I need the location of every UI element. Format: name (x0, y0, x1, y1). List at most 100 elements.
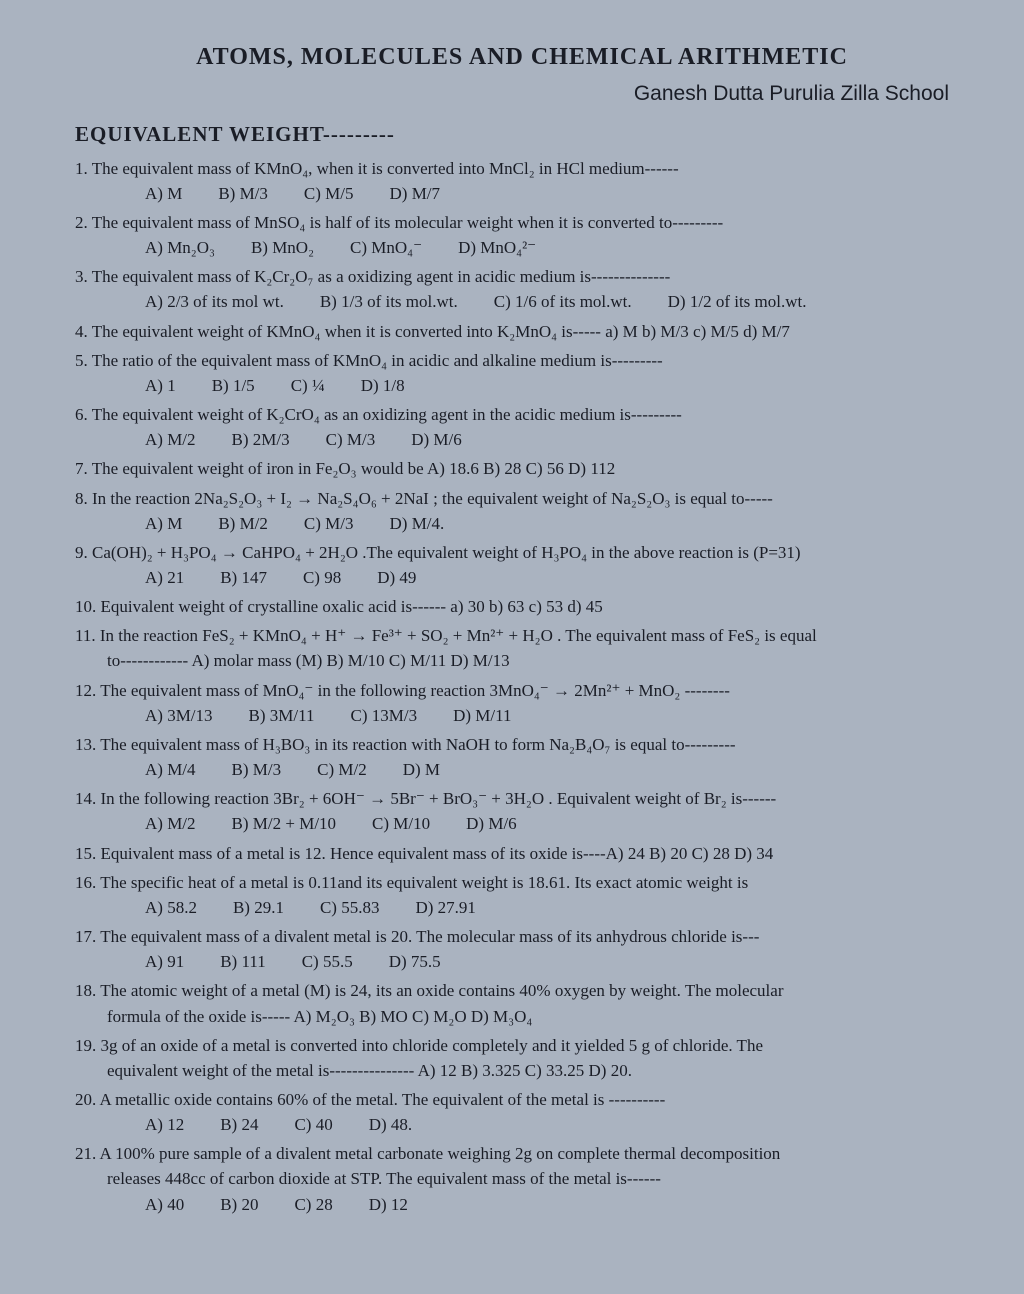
question-text: 18. The atomic weight of a metal (M) is … (75, 978, 969, 1003)
question: 19. 3g of an oxide of a metal is convert… (75, 1033, 969, 1083)
option: D) M/7 (390, 181, 441, 206)
question-text: 5. The ratio of the equivalent mass of K… (75, 348, 969, 373)
option: A) 2/3 of its mol wt. (145, 289, 284, 314)
question-text: 10. Equivalent weight of crystalline oxa… (75, 594, 969, 619)
page-title: ATOMS, MOLECULES AND CHEMICAL ARITHMETIC (75, 40, 969, 76)
option: C) M/2 (317, 757, 367, 782)
option: A) M/4 (145, 757, 196, 782)
option: A) 91 (145, 949, 184, 974)
option: A) 3M/13 (145, 703, 213, 728)
question-options: A) Mn₂O₃ B) MnO₂ C) MnO₄⁻ D) MnO₄²⁻ (75, 235, 969, 260)
option: A) M/2 (145, 811, 196, 836)
option: D) 1/8 (361, 373, 405, 398)
option: B) 1/5 (212, 373, 255, 398)
option: C) MnO₄⁻ (350, 235, 422, 260)
question-text: 16. The specific heat of a metal is 0.11… (75, 870, 969, 895)
question-options: A) M/2 B) 2M/3 C) M/3 D) M/6 (75, 427, 969, 452)
option: A) Mn₂O₃ (145, 235, 215, 260)
question: 2. The equivalent mass of MnSO₄ is half … (75, 210, 969, 260)
question-text: 12. The equivalent mass of MnO₄⁻ in the … (75, 678, 969, 703)
question-text: 20. A metallic oxide contains 60% of the… (75, 1087, 969, 1112)
option: D) 1/2 of its mol.wt. (668, 289, 807, 314)
question-text: 2. The equivalent mass of MnSO₄ is half … (75, 210, 969, 235)
question-options: A) 91B) 111C) 55.5D) 75.5 (75, 949, 969, 974)
option: B) 20 (220, 1192, 258, 1217)
option: C) 55.5 (302, 949, 353, 974)
section-heading: EQUIVALENT WEIGHT--------- (75, 119, 969, 150)
question: 15. Equivalent mass of a metal is 12. He… (75, 841, 969, 866)
option: B) 3M/11 (249, 703, 315, 728)
option: B) M/3 (232, 757, 282, 782)
option: B) 2M/3 (232, 427, 290, 452)
question-text: 3. The equivalent mass of K₂Cr₂O₇ as a o… (75, 264, 969, 289)
question-text: 6. The equivalent weight of K₂CrO₄ as an… (75, 402, 969, 427)
question-options: A) M/4 B) M/3 C) M/2 D) M (75, 757, 969, 782)
question-continuation: equivalent weight of the metal is-------… (75, 1058, 969, 1083)
option: B) M/2 (218, 511, 268, 536)
question-options: A) 3M/13 B) 3M/11 C) 13M/3 D) M/11 (75, 703, 969, 728)
question-text: 13. The equivalent mass of H₃BO₃ in its … (75, 732, 969, 757)
option: D) M/6 (466, 811, 517, 836)
question-options: A) 2/3 of its mol wt. B) 1/3 of its mol.w… (75, 289, 969, 314)
question-continuation: releases 448cc of carbon dioxide at STP.… (75, 1166, 969, 1191)
option: C) M/3 (326, 427, 376, 452)
question-text: 8. In the reaction 2Na₂S₂O₃ + I₂ → Na₂S₄… (75, 486, 969, 511)
option: D) 48. (369, 1112, 412, 1137)
option: C) ¼ (291, 373, 325, 398)
option: C) M/3 (304, 511, 354, 536)
option: A) 12 (145, 1112, 184, 1137)
option: D) 12 (369, 1192, 408, 1217)
question: 18. The atomic weight of a metal (M) is … (75, 978, 969, 1028)
question-text: 17. The equivalent mass of a divalent me… (75, 924, 969, 949)
question-text: 7. The equivalent weight of iron in Fe₂O… (75, 456, 969, 481)
option: B) 24 (220, 1112, 258, 1137)
question: 6. The equivalent weight of K₂CrO₄ as an… (75, 402, 969, 452)
question: 12. The equivalent mass of MnO₄⁻ in the … (75, 678, 969, 728)
option: D) MnO₄²⁻ (458, 235, 536, 260)
option: A) 58.2 (145, 895, 197, 920)
question-options: A) 12 B) 24 C) 40 D) 48. (75, 1112, 969, 1137)
option: D) 49 (377, 565, 416, 590)
question-text: 14. In the following reaction 3Br₂ + 6OH… (75, 786, 969, 811)
question: 13. The equivalent mass of H₃BO₃ in its … (75, 732, 969, 782)
option: C) M/10 (372, 811, 430, 836)
option: C) M/5 (304, 181, 354, 206)
question-text: 11. In the reaction FeS₂ + KMnO₄ + H⁺ → … (75, 623, 969, 648)
question-text: 4. The equivalent weight of KMnO₄ when i… (75, 319, 969, 344)
question: 21. A 100% pure sample of a divalent met… (75, 1141, 969, 1216)
question: 20. A metallic oxide contains 60% of the… (75, 1087, 969, 1137)
question: 1. The equivalent mass of KMnO₄, when it… (75, 156, 969, 206)
option: B) MnO₂ (251, 235, 314, 260)
question-continuation: to------------ A) molar mass (M) B) M/10… (75, 648, 969, 673)
option: C) 13M/3 (351, 703, 418, 728)
option: C) 98 (303, 565, 341, 590)
question: 16. The specific heat of a metal is 0.11… (75, 870, 969, 920)
option: B) 111 (220, 949, 266, 974)
question-options: A) 21B) 147C) 98D) 49 (75, 565, 969, 590)
question: 8. In the reaction 2Na₂S₂O₃ + I₂ → Na₂S₄… (75, 486, 969, 536)
option: D) M/6 (411, 427, 462, 452)
option: C) 40 (294, 1112, 332, 1137)
option: A) M/2 (145, 427, 196, 452)
option: A) 21 (145, 565, 184, 590)
question-options: A) MB) M/2C) M/3D) M/4. (75, 511, 969, 536)
question: 9. Ca(OH)₂ + H₃PO₄ → CaHPO₄ + 2H₂O .The … (75, 540, 969, 590)
question: 3. The equivalent mass of K₂Cr₂O₇ as a o… (75, 264, 969, 314)
question: 14. In the following reaction 3Br₂ + 6OH… (75, 786, 969, 836)
option: C) 55.83 (320, 895, 380, 920)
option: B) M/2 + M/10 (232, 811, 337, 836)
option: A) M (145, 181, 182, 206)
question-text: 15. Equivalent mass of a metal is 12. He… (75, 841, 969, 866)
question-text: 1. The equivalent mass of KMnO₄, when it… (75, 156, 969, 181)
question-text: 9. Ca(OH)₂ + H₃PO₄ → CaHPO₄ + 2H₂O .The … (75, 540, 969, 565)
option: D) M/11 (453, 703, 511, 728)
question-continuation: formula of the oxide is----- A) M₂O₃ B) … (75, 1004, 969, 1029)
school-name: Ganesh Dutta Purulia Zilla School (75, 78, 969, 109)
question-options: A) 1B) 1/5C) ¼D) 1/8 (75, 373, 969, 398)
question: 7. The equivalent weight of iron in Fe₂O… (75, 456, 969, 481)
option: B) 1/3 of its mol.wt. (320, 289, 458, 314)
question: 4. The equivalent weight of KMnO₄ when i… (75, 319, 969, 344)
option: D) M (403, 757, 440, 782)
question: 5. The ratio of the equivalent mass of K… (75, 348, 969, 398)
option: D) M/4. (390, 511, 445, 536)
